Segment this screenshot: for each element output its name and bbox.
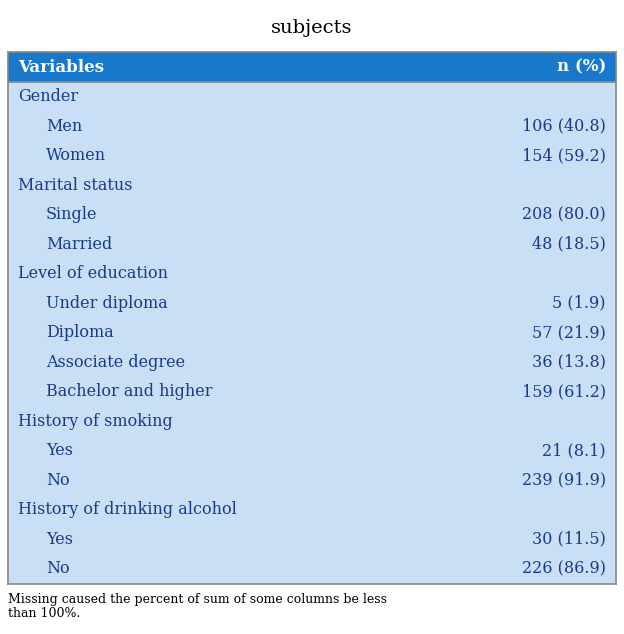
Text: Women: Women — [46, 147, 106, 164]
Text: No: No — [46, 472, 70, 489]
Text: History of smoking: History of smoking — [18, 413, 173, 430]
Text: Associate degree: Associate degree — [46, 354, 185, 371]
Text: Men: Men — [46, 118, 82, 135]
Text: Missing caused the percent of sum of some columns be less: Missing caused the percent of sum of som… — [8, 593, 387, 606]
Text: 36 (13.8): 36 (13.8) — [532, 354, 606, 371]
Text: History of drinking alcohol: History of drinking alcohol — [18, 501, 237, 518]
Text: 154 (59.2): 154 (59.2) — [522, 147, 606, 164]
Text: Married: Married — [46, 236, 112, 253]
Text: Gender: Gender — [18, 88, 78, 105]
Text: 226 (86.9): 226 (86.9) — [522, 560, 606, 577]
Text: 48 (18.5): 48 (18.5) — [532, 236, 606, 253]
Text: subjects: subjects — [271, 19, 353, 37]
Text: Yes: Yes — [46, 531, 73, 548]
Text: 57 (21.9): 57 (21.9) — [532, 324, 606, 341]
Text: n (%): n (%) — [557, 58, 606, 75]
Text: 159 (61.2): 159 (61.2) — [522, 383, 606, 400]
Text: 208 (80.0): 208 (80.0) — [522, 206, 606, 223]
Text: than 100%.: than 100%. — [8, 607, 80, 620]
Text: Single: Single — [46, 206, 97, 223]
Text: 106 (40.8): 106 (40.8) — [522, 118, 606, 135]
Polygon shape — [8, 52, 616, 583]
Text: 21 (8.1): 21 (8.1) — [542, 443, 606, 459]
Text: Variables: Variables — [18, 58, 104, 75]
Text: Under diploma: Under diploma — [46, 295, 168, 312]
Text: Diploma: Diploma — [46, 324, 114, 341]
Text: Level of education: Level of education — [18, 265, 168, 282]
Text: No: No — [46, 560, 70, 577]
Text: Marital status: Marital status — [18, 177, 132, 194]
Text: 5 (1.9): 5 (1.9) — [552, 295, 606, 312]
Text: Yes: Yes — [46, 443, 73, 459]
Text: 239 (91.9): 239 (91.9) — [522, 472, 606, 489]
Text: 30 (11.5): 30 (11.5) — [532, 531, 606, 548]
Polygon shape — [8, 52, 616, 82]
Text: Bachelor and higher: Bachelor and higher — [46, 383, 213, 400]
